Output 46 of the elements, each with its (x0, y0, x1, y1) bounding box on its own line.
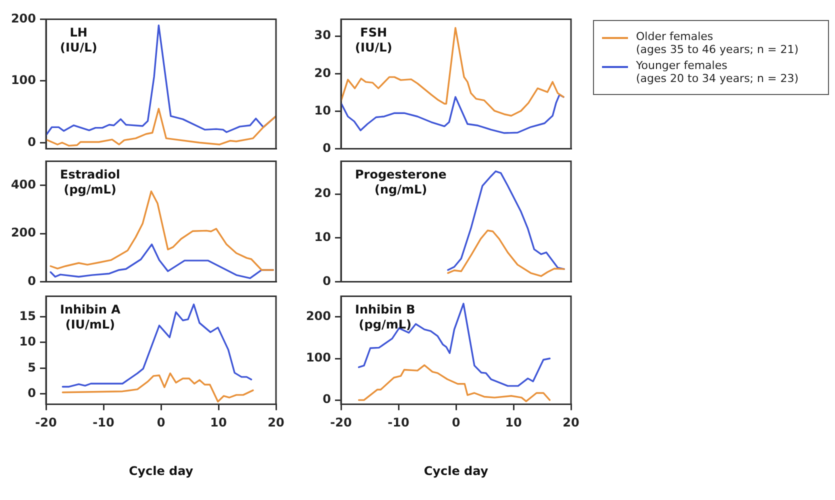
legend-label: Older females (ages 35 to 46 years; n = 21) (636, 30, 798, 56)
x-axis-title: Cycle day (128, 464, 194, 478)
y-tick-label: 200 (10, 11, 36, 26)
x-tick-label: 0 (156, 416, 166, 430)
x-tick-label: 20 (268, 416, 284, 430)
y-tick-label: 0 (28, 386, 36, 400)
y-tick-label: 200 (306, 309, 331, 324)
text: (IU/L) (60, 40, 98, 54)
y-tick-label: 20 (314, 186, 331, 200)
y-tick-label: 10 (314, 103, 331, 118)
text: Inhibin B (355, 302, 416, 316)
y-tick-label: 20 (314, 66, 331, 80)
y-tick-label: 0 (322, 140, 331, 155)
text: (pg/mL) (64, 182, 116, 196)
text: (ng/mL) (374, 182, 428, 196)
text: (pg/mL) (358, 317, 412, 332)
y-tick-label: 10 (19, 334, 36, 349)
legend-label: Younger females (ages 20 to 34 years; n = 23) (636, 59, 798, 85)
y-tick-label: 0 (28, 134, 36, 149)
x-tick-label: 10 (210, 416, 227, 430)
x-tick-label: 20 (562, 416, 580, 430)
text: (IU/L) (354, 40, 392, 54)
text: (IU/mL) (65, 317, 116, 332)
x-tick-label: -20 (330, 416, 352, 430)
y-tick-label: 15 (19, 308, 36, 323)
y-tick-label: 0 (28, 274, 36, 288)
y-tick-label: 400 (10, 177, 36, 192)
text: Estradiol (60, 167, 120, 182)
x-tick-label: -10 (92, 416, 114, 430)
y-tick-label: 30 (314, 28, 331, 42)
text: Inhibin A (60, 302, 122, 316)
y-tick-label: 5 (28, 360, 36, 374)
text: LH (70, 25, 88, 40)
y-tick-label: 100 (306, 350, 331, 365)
y-tick-label: 0 (322, 392, 331, 406)
x-tick-label: 10 (505, 416, 522, 430)
x-axis-title: Cycle day (424, 464, 488, 478)
text: Progesterone (355, 167, 447, 182)
text: FSH (360, 25, 388, 40)
x-tick-label: 0 (452, 416, 460, 430)
y-tick-label: 10 (314, 230, 331, 244)
x-tick-label: -20 (35, 416, 57, 430)
y-tick-label: 0 (322, 274, 331, 288)
y-tick-label: 200 (10, 226, 36, 240)
x-tick-label: -10 (388, 416, 410, 430)
y-tick-label: 100 (10, 73, 36, 88)
